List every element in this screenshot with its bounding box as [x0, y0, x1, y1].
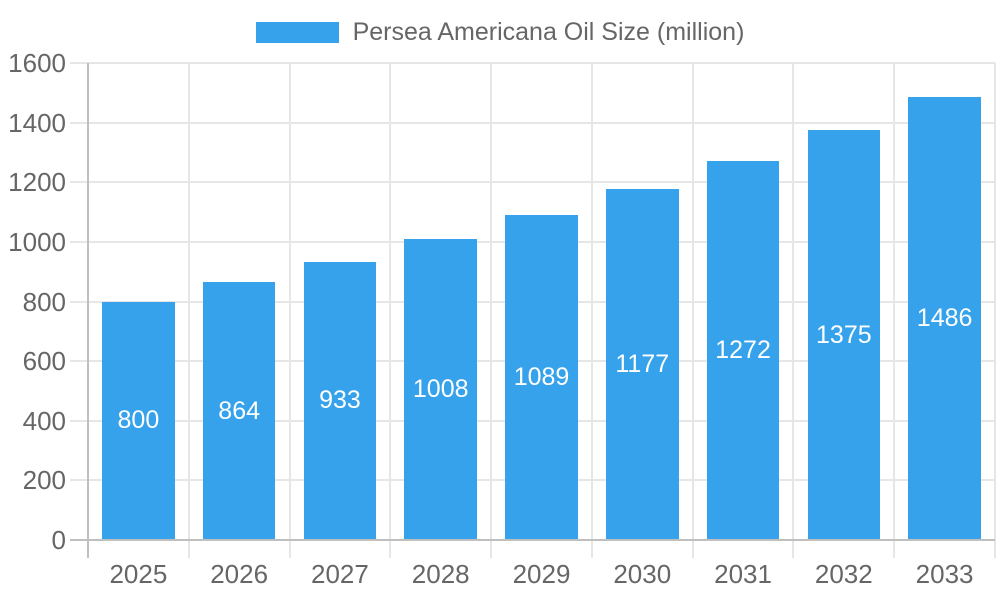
y-axis-tick-label: 1600 [8, 48, 66, 78]
bar-2028: 1008 [404, 239, 477, 540]
bar-2032: 1375 [807, 130, 881, 540]
bar-2033: 1486 [908, 96, 981, 540]
y-tick [70, 181, 88, 184]
y-tick [70, 62, 88, 64]
bar-value-label: 1272 [715, 335, 771, 364]
x-gridline [893, 63, 896, 558]
legend[interactable]: Persea Americana Oil Size (million) [0, 17, 1000, 48]
bar-2026: 864 [202, 282, 276, 540]
y-tick [70, 300, 88, 303]
x-axis-tick-label: 2027 [311, 559, 369, 589]
y-tick [70, 240, 88, 243]
y-tick [70, 121, 88, 124]
bar-2025: 800 [102, 301, 175, 540]
y-gridline [88, 181, 995, 184]
bar-2027: 933 [303, 261, 377, 540]
y-axis-tick-label: 600 [22, 346, 66, 377]
y-tick [70, 360, 88, 363]
bar-value-label: 1089 [513, 363, 570, 392]
bar-value-label: 1177 [615, 350, 670, 379]
y-axis-tick-label: 1000 [8, 226, 66, 257]
x-axis-tick-label: 2025 [109, 559, 168, 589]
x-gridline [792, 63, 795, 558]
x-gridline [490, 63, 493, 558]
x-axis-tick-label: 2031 [714, 559, 772, 589]
x-axis-tick-label: 2030 [613, 559, 672, 589]
x-axis-tick-label: 2033 [915, 559, 974, 589]
x-gridline [389, 63, 392, 558]
x-axis-tick-label: 2026 [210, 559, 269, 589]
bar-value-label: 933 [319, 386, 361, 415]
y-axis-tick-label: 1400 [8, 107, 66, 138]
x-axis-baseline [70, 539, 995, 541]
bar-value-label: 1375 [816, 320, 872, 349]
y-axis-tick-label: 800 [22, 286, 66, 317]
bar-value-label: 1486 [916, 303, 973, 332]
legend-label: Persea Americana Oil Size (million) [352, 18, 745, 46]
x-axis-tick-label: 2029 [512, 559, 571, 589]
y-axis-tick-label: 200 [22, 465, 66, 496]
bar-2030: 1177 [606, 189, 679, 540]
x-gridline [590, 63, 593, 558]
y-tick [70, 479, 88, 482]
bar-value-label: 800 [117, 406, 160, 435]
x-gridline [288, 63, 291, 558]
y-tick [70, 419, 88, 422]
x-gridline [691, 63, 694, 558]
bar-2031: 1272 [706, 160, 780, 540]
bar-value-label: 1008 [412, 375, 469, 404]
bar-2029: 1089 [505, 215, 578, 540]
y-axis-tick-label: 1200 [8, 167, 66, 198]
y-axis-tick-label: 0 [51, 525, 66, 555]
y-axis-line [87, 63, 89, 558]
x-gridline [994, 63, 996, 558]
x-axis-tick-label: 2032 [814, 559, 873, 589]
y-gridline [88, 62, 995, 64]
x-gridline [187, 63, 190, 558]
bar-value-label: 864 [218, 396, 261, 425]
y-axis-tick-label: 400 [22, 405, 66, 436]
legend-swatch [255, 22, 339, 43]
y-gridline [88, 121, 995, 124]
x-axis-tick-label: 2028 [411, 559, 470, 589]
